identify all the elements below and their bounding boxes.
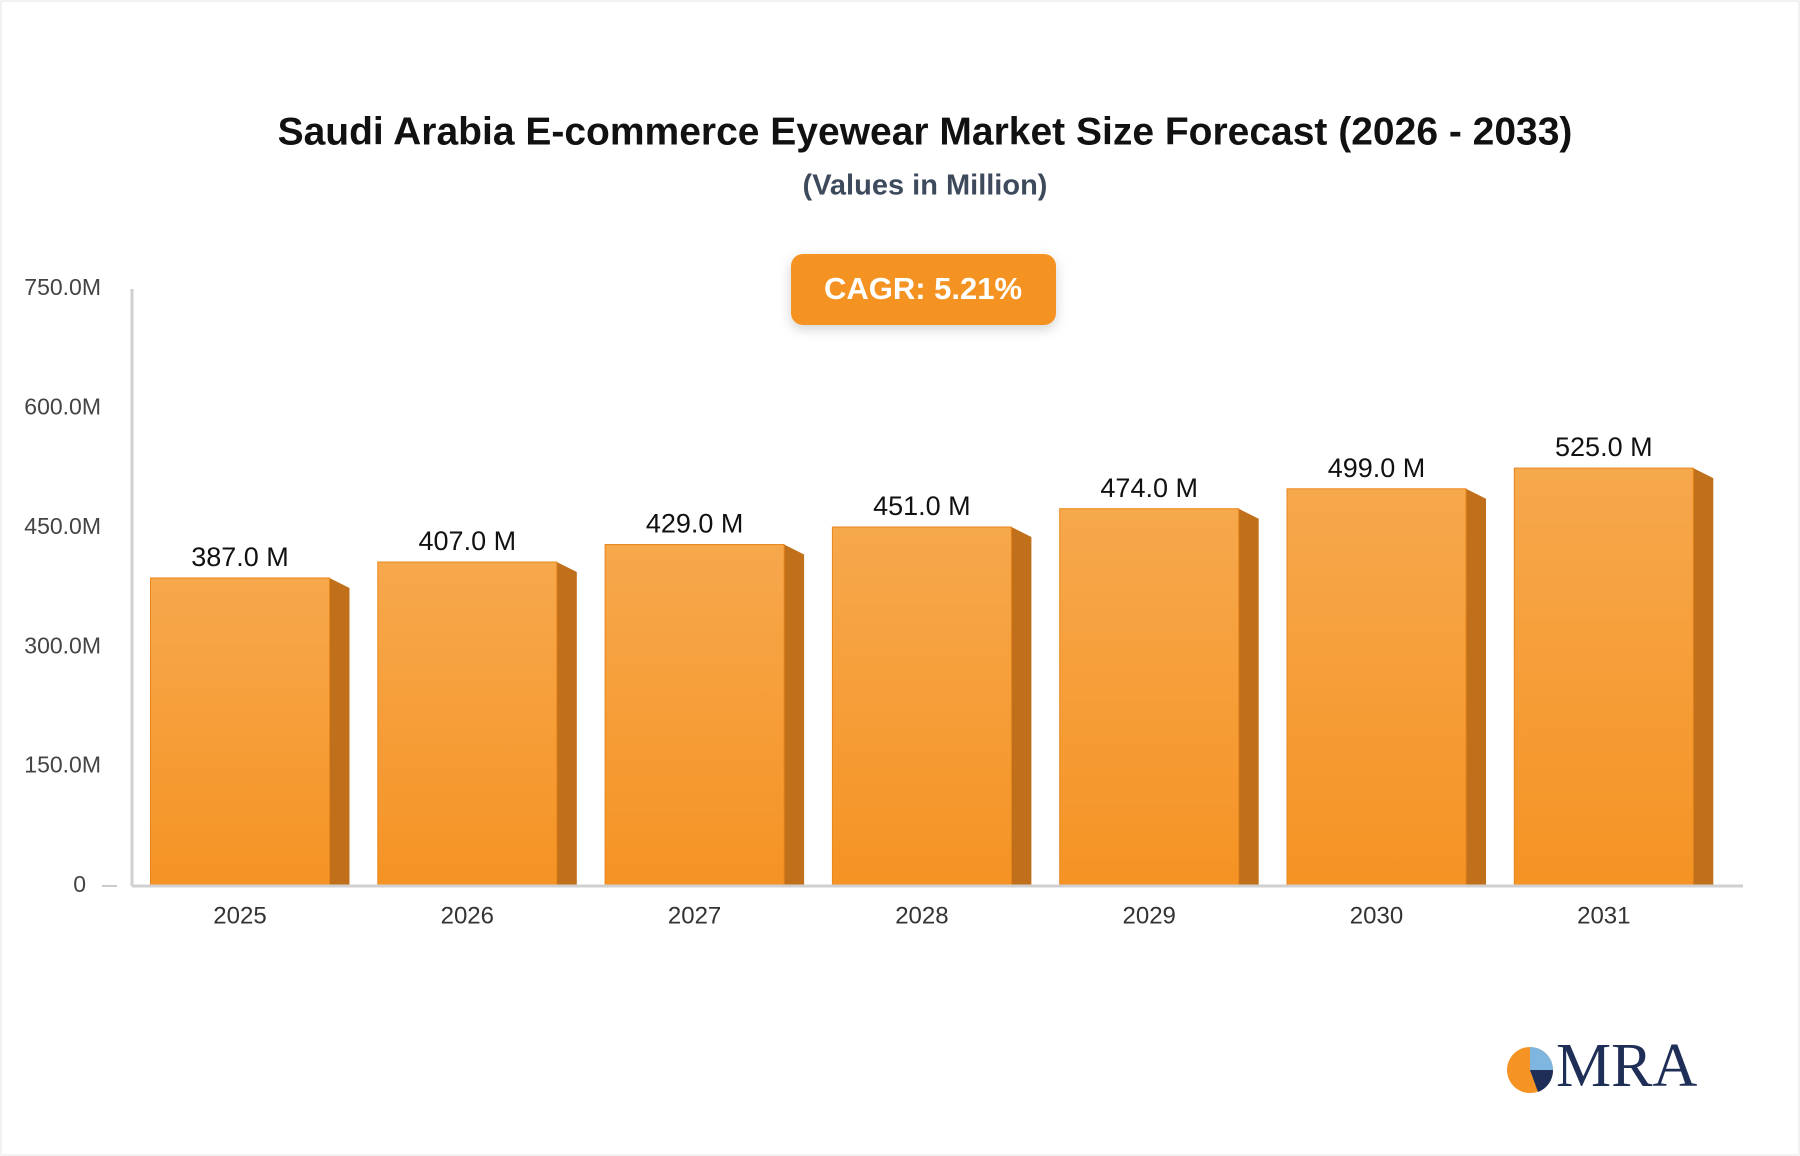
logo-icon-slice <box>1530 1070 1554 1092</box>
value-label: 407.0 M <box>419 526 517 556</box>
y-tick-label: 0 <box>73 871 86 897</box>
bar <box>1513 467 1694 887</box>
bar <box>1059 508 1240 887</box>
bar-side <box>1011 527 1032 886</box>
value-label: 429.0 M <box>646 509 744 539</box>
bar <box>377 561 558 887</box>
value-label: 474.0 M <box>1100 473 1198 503</box>
bar-side <box>1693 468 1714 886</box>
cagr-text: CAGR: 5.21% <box>824 271 1022 306</box>
bar <box>150 577 330 887</box>
chart-title: Saudi Arabia E-commerce Eyewear Market S… <box>278 110 1573 153</box>
x-tick-label: 2028 <box>895 902 948 929</box>
y-tick-label: 600.0M <box>24 393 101 419</box>
bar-side <box>784 544 805 886</box>
x-tick-label: 2029 <box>1123 902 1176 929</box>
x-tick-label: 2031 <box>1577 902 1630 929</box>
plot-area: 0 150.0M 300.0M 450.0M 600.0M 750.0M 387.0 M 20… <box>24 274 1743 929</box>
bar <box>831 526 1012 887</box>
value-label: 525.0 M <box>1555 432 1653 462</box>
x-tick-label: 2027 <box>668 902 721 929</box>
logo-icon-slice <box>1530 1047 1553 1070</box>
x-tick-label: 2030 <box>1350 902 1403 929</box>
logo-text: MRA <box>1556 1032 1697 1100</box>
bar <box>604 544 785 887</box>
value-label: 451.0 M <box>873 491 971 521</box>
bar-side <box>1466 488 1486 886</box>
value-label: 499.0 M <box>1328 453 1426 483</box>
y-tick-label: 300.0M <box>24 632 101 658</box>
chart-subtitle: (Values in Million) <box>803 170 1048 202</box>
y-tick-label: 150.0M <box>24 752 101 778</box>
bar <box>1286 488 1467 887</box>
cagr-badge <box>791 254 1056 325</box>
logo: MRA <box>1507 1032 1697 1100</box>
x-tick-label: 2026 <box>441 902 494 929</box>
bar-side <box>556 562 577 886</box>
bar-side <box>329 577 350 886</box>
y-tick-label: 450.0M <box>24 513 101 539</box>
x-tick-label: 2025 <box>213 902 266 929</box>
bar-side <box>1238 508 1259 886</box>
y-tick-label: 750.0M <box>24 274 101 300</box>
value-label: 387.0 M <box>191 542 289 572</box>
